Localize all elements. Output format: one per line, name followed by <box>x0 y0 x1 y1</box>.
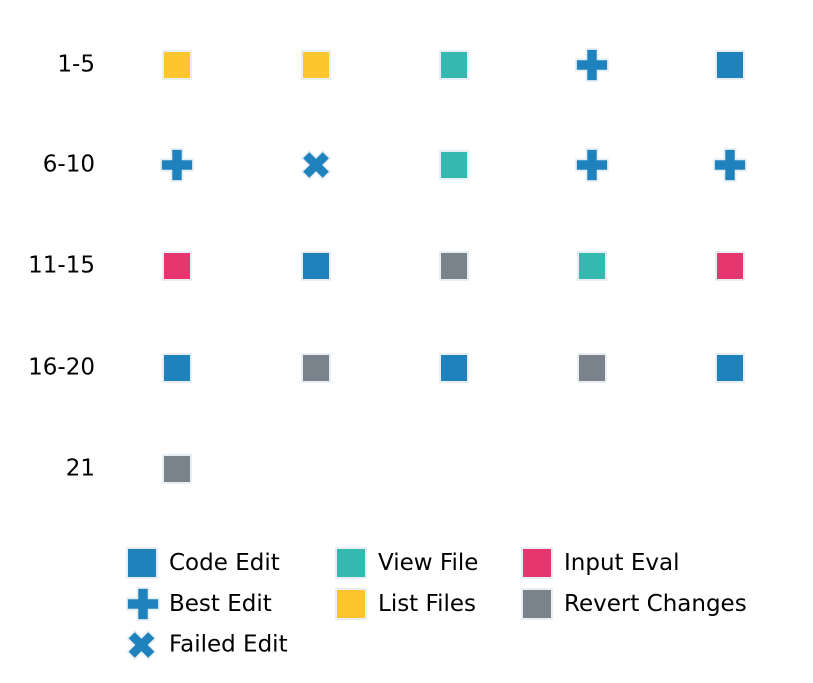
square-marker-icon <box>439 50 469 80</box>
row-label-1-5: 1-5 <box>57 51 95 78</box>
plus-marker-icon <box>575 48 609 82</box>
square-marker-icon <box>335 588 367 620</box>
square-marker-icon <box>715 251 745 281</box>
square-marker-icon <box>577 353 607 383</box>
legend-label: List Files <box>378 590 476 617</box>
square-marker-icon <box>439 353 469 383</box>
square-marker-icon <box>715 50 745 80</box>
square-marker-icon <box>301 251 331 281</box>
plus-marker-icon <box>126 587 160 621</box>
row-label-11-15: 11-15 <box>28 252 95 279</box>
legend-marker-slot <box>521 588 557 620</box>
marker-input-eval <box>162 251 192 281</box>
square-marker-icon <box>521 547 553 579</box>
square-marker-icon <box>301 50 331 80</box>
marker-code-edit <box>162 353 192 383</box>
square-marker-icon <box>126 547 158 579</box>
marker-code-edit <box>439 353 469 383</box>
row-label-21: 21 <box>65 455 95 482</box>
legend-label: Revert Changes <box>564 590 747 617</box>
legend-label: Best Edit <box>169 590 272 617</box>
marker-best-edit <box>160 148 194 182</box>
marker-failed-edit <box>300 149 332 181</box>
legend-marker-slot <box>335 547 371 579</box>
square-marker-icon <box>162 454 192 484</box>
x-marker-icon <box>126 629 157 661</box>
square-marker-icon <box>335 547 367 579</box>
marker-code-edit <box>715 353 745 383</box>
marker-code-edit <box>715 50 745 80</box>
legend-label: Failed Edit <box>169 631 288 658</box>
marker-revert-changes <box>162 454 192 484</box>
marker-best-edit <box>713 148 747 182</box>
marker-revert-changes <box>577 353 607 383</box>
row-label-16-20: 16-20 <box>28 354 95 381</box>
legend-label: View File <box>378 549 479 576</box>
square-marker-icon <box>521 588 553 620</box>
marker-revert-changes <box>439 251 469 281</box>
square-marker-icon <box>162 353 192 383</box>
legend-marker-slot <box>521 547 557 579</box>
square-marker-icon <box>577 251 607 281</box>
marker-revert-changes <box>301 353 331 383</box>
marker-view-file <box>439 50 469 80</box>
marker-best-edit <box>575 148 609 182</box>
legend-item-view-file: View File <box>335 547 478 579</box>
legend-label: Code Edit <box>169 549 280 576</box>
marker-input-eval <box>715 251 745 281</box>
marker-view-file <box>439 150 469 180</box>
square-marker-icon <box>162 251 192 281</box>
square-marker-icon <box>301 353 331 383</box>
square-marker-icon <box>715 353 745 383</box>
plus-marker-icon <box>713 148 747 182</box>
legend-item-code-edit: Code Edit <box>126 547 280 579</box>
plus-marker-icon <box>575 148 609 182</box>
legend-item-revert-changes: Revert Changes <box>521 588 747 620</box>
legend-marker-slot <box>126 629 162 661</box>
row-label-6-10: 6-10 <box>42 151 95 178</box>
legend-item-best-edit: Best Edit <box>126 587 272 621</box>
square-marker-icon <box>439 251 469 281</box>
marker-list-files <box>301 50 331 80</box>
legend-marker-slot <box>126 587 162 621</box>
legend-item-failed-edit: Failed Edit <box>126 629 288 661</box>
square-marker-icon <box>162 50 192 80</box>
legend-marker-slot <box>126 547 162 579</box>
legend-marker-slot <box>335 588 371 620</box>
marker-list-files <box>162 50 192 80</box>
marker-code-edit <box>301 251 331 281</box>
legend-item-input-eval: Input Eval <box>521 547 680 579</box>
square-marker-icon <box>439 150 469 180</box>
marker-view-file <box>577 251 607 281</box>
legend-label: Input Eval <box>564 549 680 576</box>
plus-marker-icon <box>160 148 194 182</box>
x-marker-icon <box>300 149 332 181</box>
marker-best-edit <box>575 48 609 82</box>
legend-item-list-files: List Files <box>335 588 476 620</box>
